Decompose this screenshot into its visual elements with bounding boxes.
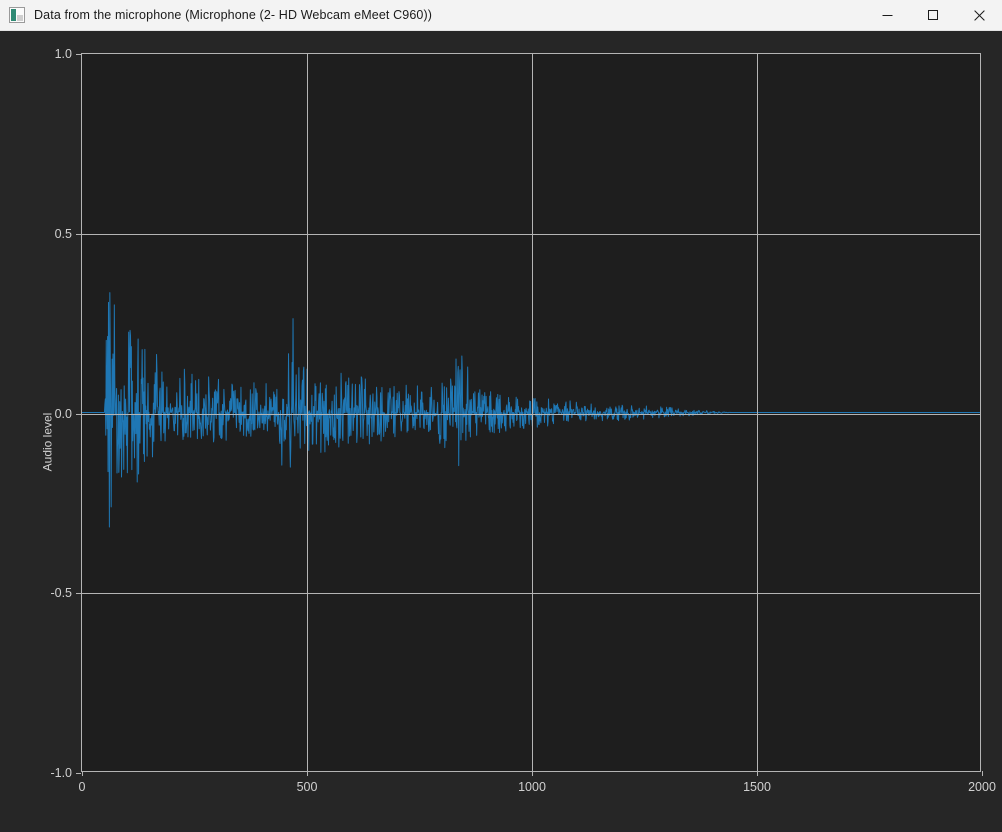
gridline-vertical <box>757 54 758 771</box>
x-axis-tick-label: 0 <box>78 780 86 794</box>
minimize-button[interactable] <box>864 0 910 31</box>
matplotlib-figure-canvas[interactable]: -1.0 -0.5 0.0 0.5 1.0 0 500 1000 1500 2000 Audio … <box>8 31 1002 832</box>
y-axis-tick <box>76 413 81 415</box>
y-axis-tick <box>76 233 81 235</box>
window-title-bar[interactable]: Data from the microphone (Microphone (2-… <box>0 0 1002 31</box>
plot-drawing-area <box>82 54 980 771</box>
gridline-vertical <box>532 54 533 771</box>
window-title: Data from the microphone (Microphone (2-… <box>34 7 433 22</box>
y-axis-tick-label: 0.0 <box>54 406 72 421</box>
y-axis-tick-label: 1.0 <box>54 47 72 61</box>
y-axis-tick-label: -1.0 <box>50 766 72 780</box>
y-axis-title: Audio level <box>40 412 55 472</box>
gridline-horizontal <box>82 233 980 235</box>
x-axis-tick-label: 2000 <box>968 780 996 794</box>
x-axis-tick <box>982 771 983 776</box>
x-axis-tick-label: 1500 <box>743 780 771 794</box>
gridline-horizontal <box>82 593 980 595</box>
gridline-horizontal <box>82 413 980 415</box>
gridline-vertical <box>307 54 308 771</box>
x-axis-tick <box>307 771 308 776</box>
y-axis-tick-label: 0.5 <box>54 226 72 241</box>
y-axis-tick <box>76 593 81 595</box>
x-axis-tick <box>82 771 83 776</box>
matplotlib-figure-icon <box>9 7 25 23</box>
x-axis-tick-label: 1000 <box>518 780 546 794</box>
x-axis-tick <box>532 771 533 776</box>
waveform-plot-axes[interactable]: -1.0 -0.5 0.0 0.5 1.0 0 500 1000 1500 2000 <box>50 47 995 794</box>
x-axis-tick <box>757 771 758 776</box>
y-axis-tick <box>76 773 81 774</box>
audio-waveform-series <box>82 54 980 771</box>
y-axis-tick-label: -0.5 <box>50 586 72 601</box>
y-axis-tick <box>76 54 81 55</box>
maximize-button[interactable] <box>910 0 956 31</box>
x-axis-tick-label: 500 <box>296 780 318 794</box>
close-button[interactable] <box>956 0 1002 31</box>
